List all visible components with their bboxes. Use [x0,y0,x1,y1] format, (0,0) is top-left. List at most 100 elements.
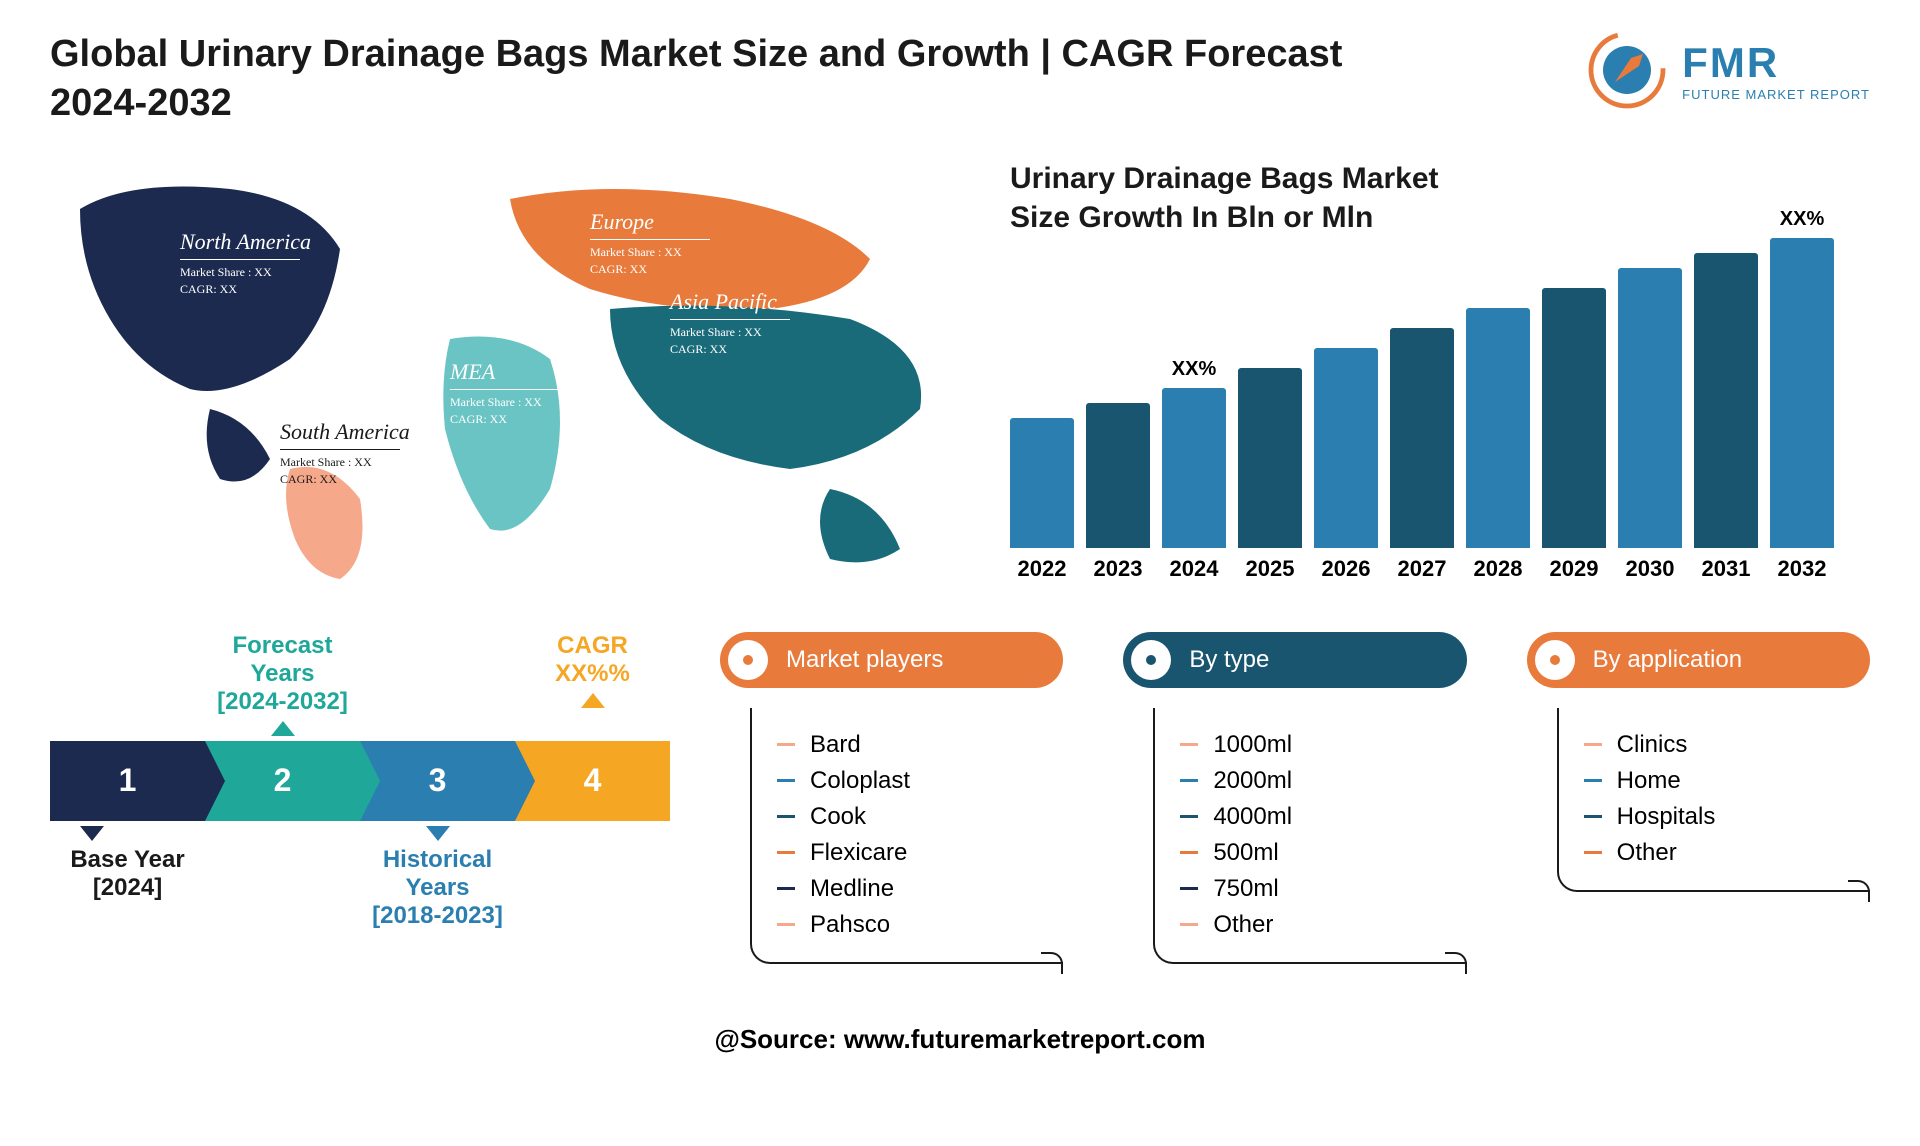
pill-col-market-players: Market players Bard Coloplast Cook Flexi… [720,632,1063,964]
pill-item: 750ml [1180,875,1466,903]
pill-bracket: Bard Coloplast Cook Flexicare Medline Pa… [750,708,1063,964]
bar-year-label: 2025 [1246,556,1295,582]
bar-year-label: 2031 [1702,556,1751,582]
pill-item-label: Other [1213,911,1273,939]
cagr-label: CAGR [515,632,670,660]
pill-col-by-application: By application Clinics Home Hospitals Ot… [1527,632,1870,964]
pill-header: By type [1123,632,1466,688]
tick-icon [1584,851,1602,854]
region-label-mea: MEA Market Share : XX CAGR: XX [450,359,570,428]
pill-item: 500ml [1180,839,1466,867]
tick-icon [1584,779,1602,782]
tick-icon [1180,779,1198,782]
pill-item: Clinics [1584,731,1870,759]
hist-label: Historical Years [360,846,515,902]
tick-icon [777,743,795,746]
bar-rect [1618,268,1682,548]
bar-year-label: 2028 [1474,556,1523,582]
bar-rect [1010,418,1074,548]
page-title: Global Urinary Drainage Bags Market Size… [50,30,1450,129]
pill-bracket: Clinics Home Hospitals Other [1557,708,1870,892]
bar-2032: XX% 2032 [1770,238,1834,582]
pill-item: Hospitals [1584,803,1870,831]
header: Global Urinary Drainage Bags Market Size… [50,30,1870,129]
region-label-asia-pacific: Asia Pacific Market Share : XX CAGR: XX [670,289,790,358]
tick-icon [777,779,795,782]
bottom-row: Forecast Years [2024-2032] CAGR XX%% 123… [50,632,1870,964]
hist-range: [2018-2023] [360,902,515,930]
bar-year-label: 2030 [1626,556,1675,582]
bar-year-label: 2026 [1322,556,1371,582]
pill-item: Cook [777,803,1063,831]
pill-item-label: Bard [810,731,861,759]
pill-item: Medline [777,875,1063,903]
pill-header: By application [1527,632,1870,688]
pill-col-by-type: By type 1000ml 2000ml 4000ml 500ml 750ml… [1123,632,1466,964]
pill-item: Other [1584,839,1870,867]
region-label-south-america: South America Market Share : XX CAGR: XX [280,419,410,488]
arrow-down-icon [80,826,104,841]
pill-header: Market players [720,632,1063,688]
bar-year-label: 2024 [1170,556,1219,582]
pill-item-label: Hospitals [1617,803,1716,831]
pill-item: Coloplast [777,767,1063,795]
fmr-logo-icon [1587,30,1667,110]
tick-icon [777,887,795,890]
timeline-seg-4: 4 [515,741,670,821]
tick-icon [777,851,795,854]
pill-columns: Market players Bard Coloplast Cook Flexi… [720,632,1870,964]
bar-2026: 2026 [1314,348,1378,582]
bar-year-label: 2029 [1550,556,1599,582]
world-map: North America Market Share : XX CAGR: XX… [50,159,970,579]
tick-icon [777,815,795,818]
pill-item-label: 500ml [1213,839,1278,867]
bar-2029: 2029 [1542,288,1606,582]
logo: FMR FUTURE MARKET REPORT [1587,30,1870,110]
tick-icon [1180,887,1198,890]
pill-dot-icon [1535,640,1575,680]
bar-rect [1770,238,1834,548]
pill-item-label: Coloplast [810,767,910,795]
bar-2028: 2028 [1466,308,1530,582]
pill-item: 1000ml [1180,731,1466,759]
bar-2030: 2030 [1618,268,1682,582]
pill-item: Flexicare [777,839,1063,867]
logo-text: FMR FUTURE MARKET REPORT [1682,39,1870,102]
pill-item: Bard [777,731,1063,759]
pill-item-label: Flexicare [810,839,907,867]
bar-2023: 2023 [1086,403,1150,582]
timeline-seg-3: 3 [360,741,515,821]
pill-item: Home [1584,767,1870,795]
tick-icon [1180,923,1198,926]
base-label: Base Year [50,846,205,874]
bar-pct-label: XX% [1172,358,1216,381]
bar-rect [1086,403,1150,548]
logo-fmr: FMR [1682,39,1870,87]
bar-year-label: 2032 [1778,556,1827,582]
bar-2027: 2027 [1390,328,1454,582]
pill-item: Other [1180,911,1466,939]
logo-subtitle: FUTURE MARKET REPORT [1682,87,1870,102]
source-attribution: @Source: www.futuremarketreport.com [50,1024,1870,1055]
main-row: North America Market Share : XX CAGR: XX… [50,159,1870,582]
pill-item: Pahsco [777,911,1063,939]
pill-title: By application [1593,646,1742,674]
arrow-up-icon [581,693,605,708]
tick-icon [1180,815,1198,818]
timeline: Forecast Years [2024-2032] CAGR XX%% 123… [50,632,670,930]
pill-item-label: Medline [810,875,894,903]
timeline-seg-1: 1 [50,741,205,821]
tick-icon [1584,815,1602,818]
pill-item-label: Pahsco [810,911,890,939]
bar-2031: 2031 [1694,253,1758,582]
arrow-down-icon [426,826,450,841]
forecast-range: [2024-2032] [205,688,360,716]
pill-bracket: 1000ml 2000ml 4000ml 500ml 750ml Other [1153,708,1466,964]
tick-icon [1584,743,1602,746]
timeline-seg-2: 2 [205,741,360,821]
bar-2024: XX% 2024 [1162,388,1226,582]
pill-item-label: 4000ml [1213,803,1292,831]
pill-item-label: Cook [810,803,866,831]
pill-item: 2000ml [1180,767,1466,795]
bar-chart: Urinary Drainage Bags Market Size Growth… [1010,159,1870,582]
